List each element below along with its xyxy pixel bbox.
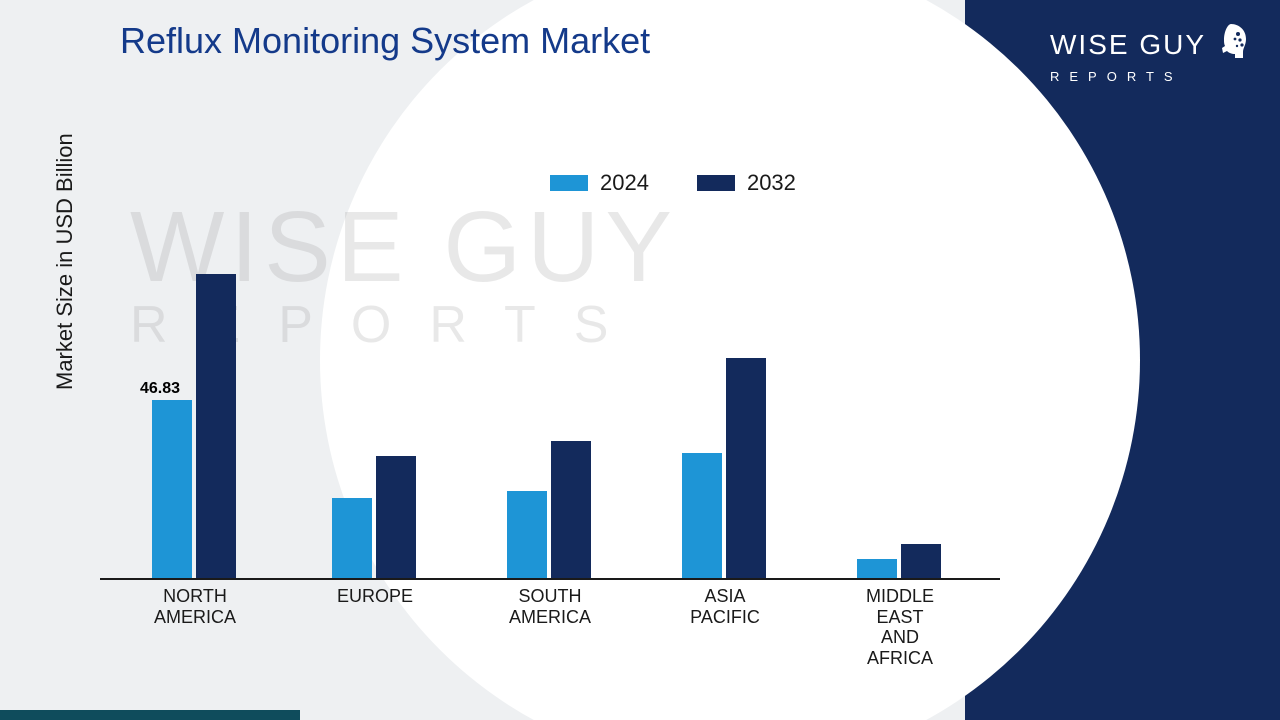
stage: Reflux Monitoring System Market WISE GUY…: [0, 0, 1280, 720]
category-label: NORTHAMERICA: [130, 586, 260, 627]
category-label: MIDDLEEASTANDAFRICA: [835, 586, 965, 669]
legend-swatch: [697, 175, 735, 191]
bar-series-2: [376, 456, 416, 578]
bar-series-1: [857, 559, 897, 578]
legend-swatch: [550, 175, 588, 191]
chart-plot-area: 46.83: [100, 200, 1000, 580]
chart-title: Reflux Monitoring System Market: [120, 20, 650, 62]
bar-series-2: [551, 441, 591, 578]
bar-series-1: [332, 498, 372, 578]
category-label: EUROPE: [310, 586, 440, 607]
legend-item: 2032: [697, 170, 796, 196]
bar-series-2: [901, 544, 941, 578]
bar-series-2: [726, 358, 766, 578]
brand-line1: WISE GUY: [1050, 29, 1206, 60]
head-icon: [1210, 22, 1252, 71]
legend-label: 2032: [747, 170, 796, 196]
bar-series-2: [196, 274, 236, 578]
y-axis-label: Market Size in USD Billion: [52, 133, 78, 390]
bar-series-1: [507, 491, 547, 578]
category-label: SOUTHAMERICA: [485, 586, 615, 627]
bottom-accent-bar: [0, 710, 300, 720]
legend-item: 2024: [550, 170, 649, 196]
bar-value-label: 46.83: [140, 380, 180, 398]
brand-logo: WISE GUY REPORTS: [1050, 22, 1252, 84]
bar-series-1: [152, 400, 192, 578]
legend-label: 2024: [600, 170, 649, 196]
x-axis-baseline: [100, 578, 1000, 580]
legend: 2024 2032: [550, 170, 796, 196]
brand-line2: REPORTS: [1050, 69, 1252, 84]
bar-series-1: [682, 453, 722, 578]
category-label: ASIAPACIFIC: [660, 586, 790, 627]
